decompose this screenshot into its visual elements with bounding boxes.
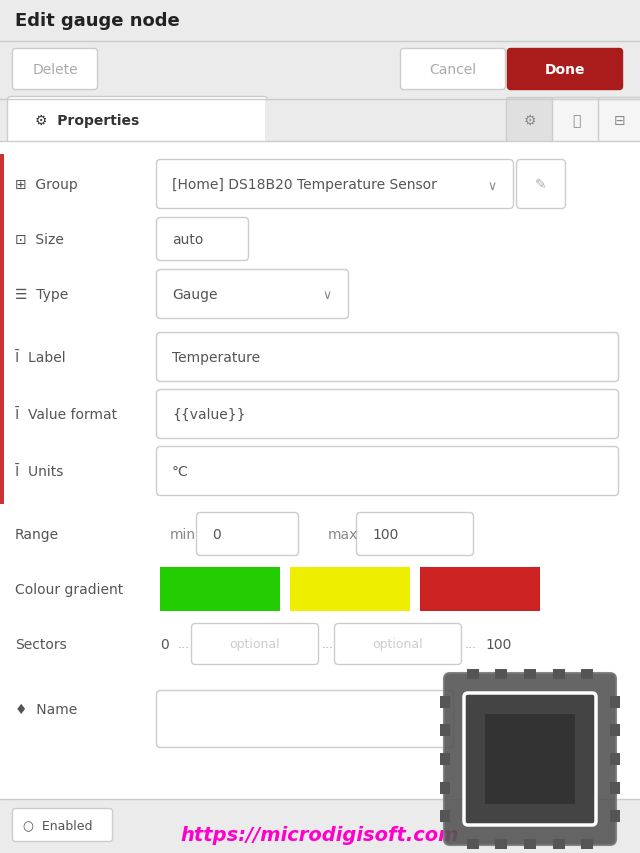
Text: 100: 100 [372, 527, 398, 542]
Text: Delete: Delete [32, 63, 78, 77]
Bar [0, 142, 640, 853]
Text: °C: °C [172, 464, 189, 479]
Bar [290, 567, 410, 612]
Bar [610, 753, 620, 765]
FancyBboxPatch shape [196, 513, 298, 556]
Text: Colour gradient: Colour gradient [15, 583, 124, 596]
Text: ⊞  Group: ⊞ Group [15, 177, 77, 192]
FancyBboxPatch shape [508, 49, 623, 90]
FancyBboxPatch shape [8, 97, 268, 144]
Text: ⚙: ⚙ [524, 113, 536, 128]
Text: ⊡  Size: ⊡ Size [15, 233, 64, 247]
FancyBboxPatch shape [157, 160, 513, 209]
Text: optional: optional [372, 638, 423, 651]
Bar [581, 670, 593, 679]
Text: Ī  Label: Ī Label [15, 351, 66, 364]
Text: Range: Range [15, 527, 59, 542]
Text: Gauge: Gauge [172, 287, 218, 302]
FancyBboxPatch shape [157, 334, 618, 382]
FancyBboxPatch shape [13, 49, 97, 90]
FancyBboxPatch shape [157, 447, 618, 496]
FancyBboxPatch shape [356, 513, 474, 556]
FancyBboxPatch shape [401, 49, 506, 90]
Bar [0, 799, 640, 853]
Bar [610, 810, 620, 822]
Text: ...: ... [322, 638, 334, 651]
Bar [0, 0, 640, 42]
Bar [610, 724, 620, 736]
Bar [495, 839, 508, 849]
Text: ○  Enabled: ○ Enabled [23, 819, 93, 832]
Bar [440, 696, 450, 708]
Bar [0, 154, 4, 504]
Text: max: max [328, 527, 358, 542]
FancyBboxPatch shape [444, 673, 616, 845]
Text: [Home] DS18B20 Temperature Sensor: [Home] DS18B20 Temperature Sensor [172, 177, 437, 192]
Text: 100: 100 [485, 637, 511, 651]
Bar [495, 670, 508, 679]
Text: ☰  Type: ☰ Type [15, 287, 68, 302]
Text: https://microdigisoft.com: https://microdigisoft.com [180, 826, 460, 844]
FancyBboxPatch shape [516, 160, 566, 209]
Text: auto: auto [172, 233, 204, 247]
Text: Ī  Units: Ī Units [15, 464, 63, 479]
Bar [524, 670, 536, 679]
Text: ⊟: ⊟ [614, 113, 626, 128]
FancyBboxPatch shape [598, 98, 640, 143]
Text: min: min [170, 527, 196, 542]
Text: ...: ... [178, 638, 190, 651]
Text: Done: Done [545, 63, 585, 77]
Text: ♦  Name: ♦ Name [15, 702, 77, 717]
Bar [0, 42, 640, 100]
Bar [581, 839, 593, 849]
Bar [420, 567, 540, 612]
FancyBboxPatch shape [157, 270, 349, 319]
Bar [440, 753, 450, 765]
Bar [467, 839, 479, 849]
FancyBboxPatch shape [157, 691, 454, 747]
Text: {{value}}: {{value}} [172, 408, 246, 421]
Bar [440, 781, 450, 794]
Bar [440, 810, 450, 822]
FancyBboxPatch shape [191, 624, 319, 664]
FancyBboxPatch shape [506, 98, 554, 143]
Text: 0: 0 [160, 637, 169, 651]
Bar [610, 696, 620, 708]
FancyBboxPatch shape [335, 624, 461, 664]
Bar [485, 714, 575, 804]
Text: optional: optional [230, 638, 280, 651]
Text: Sectors: Sectors [15, 637, 67, 651]
Bar [265, 100, 640, 142]
Text: ⚙  Properties: ⚙ Properties [35, 113, 140, 128]
Text: ✎: ✎ [535, 177, 547, 192]
Bar [553, 670, 564, 679]
Text: Temperature: Temperature [172, 351, 260, 364]
Bar [610, 781, 620, 794]
Text: ∨: ∨ [488, 179, 497, 192]
Bar [160, 567, 280, 612]
Bar [440, 724, 450, 736]
FancyBboxPatch shape [13, 809, 113, 842]
FancyBboxPatch shape [464, 693, 596, 825]
Bar [467, 670, 479, 679]
Text: ∨: ∨ [323, 289, 332, 302]
Bar [524, 839, 536, 849]
Text: Edit gauge node: Edit gauge node [15, 12, 180, 30]
FancyBboxPatch shape [157, 390, 618, 439]
FancyBboxPatch shape [552, 98, 600, 143]
Text: ...: ... [465, 638, 477, 651]
Text: 📋: 📋 [572, 113, 580, 128]
Text: 0: 0 [212, 527, 221, 542]
FancyBboxPatch shape [157, 218, 248, 261]
Text: Ī  Value format: Ī Value format [15, 408, 117, 421]
Text: Cancel: Cancel [429, 63, 477, 77]
Bar [553, 839, 564, 849]
